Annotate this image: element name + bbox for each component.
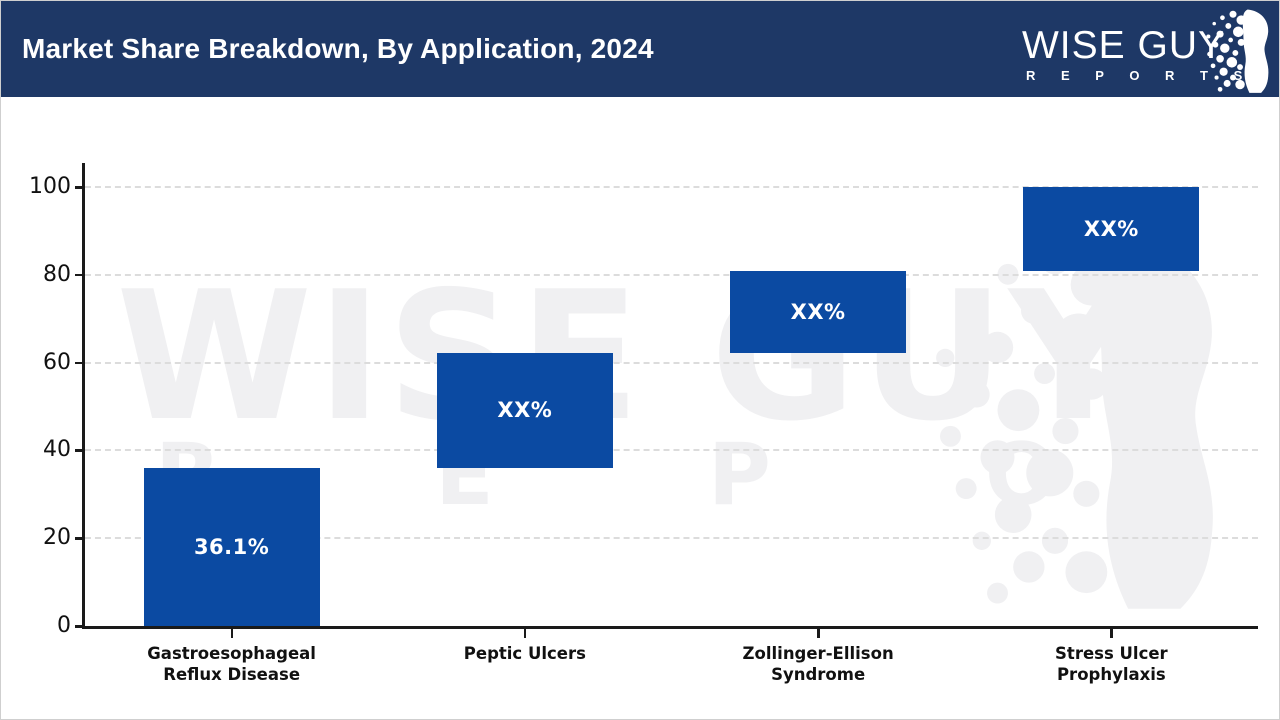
y-tick-label-100: 100 bbox=[29, 174, 71, 199]
y-axis-line bbox=[82, 163, 85, 629]
x-category-label-line: Peptic Ulcers bbox=[463, 644, 586, 663]
y-tick-label-60: 60 bbox=[43, 349, 71, 375]
gridline-40 bbox=[85, 449, 1258, 452]
y-tickmark-100 bbox=[75, 186, 85, 189]
y-tick-label-0: 0 bbox=[57, 613, 71, 638]
x-category-label-4: Stress Ulcer Prophylaxis bbox=[971, 643, 1251, 685]
bar-value-label: XX% bbox=[790, 299, 846, 324]
x-category-label-line: Prophylaxis bbox=[1056, 665, 1166, 684]
wise-guy-reports-logo: WISE GUY R E P O R T S bbox=[1022, 0, 1272, 97]
x-tickmark-4 bbox=[1110, 629, 1113, 638]
gridline-100 bbox=[85, 186, 1258, 188]
logo-reports-text: R E P O R T S bbox=[1026, 68, 1254, 83]
x-category-label-line: Reflux Disease bbox=[163, 665, 301, 684]
bar-4: XX% bbox=[1023, 187, 1200, 271]
x-axis-line bbox=[82, 626, 1258, 629]
bar-2: XX% bbox=[436, 352, 613, 468]
bar-value-label: XX% bbox=[497, 398, 553, 423]
y-tickmark-20 bbox=[75, 537, 85, 540]
gridline-60 bbox=[85, 361, 1258, 364]
x-category-label-line: Gastroesophageal bbox=[147, 644, 316, 663]
x-category-label-3: Zollinger-Ellison Syndrome bbox=[678, 643, 958, 685]
bar-value-label: XX% bbox=[1083, 216, 1139, 241]
bar-1: 36.1% bbox=[143, 467, 320, 626]
x-category-label-1: Gastroesophageal Reflux Disease bbox=[92, 643, 372, 685]
logo-wordmark: WISE GUY bbox=[1022, 24, 1226, 67]
x-tickmark-1 bbox=[230, 629, 234, 638]
x-category-label-line: Zollinger-Ellison bbox=[742, 644, 894, 663]
y-tick-label-80: 80 bbox=[43, 261, 71, 287]
y-tick-label-40: 40 bbox=[43, 437, 71, 463]
header-bar: Market Share Breakdown, By Application, … bbox=[0, 0, 1280, 97]
y-tickmark-0 bbox=[75, 625, 85, 628]
y-tickmark-60 bbox=[75, 361, 85, 365]
y-tickmark-80 bbox=[75, 273, 85, 277]
gridline-80 bbox=[85, 273, 1258, 276]
x-category-label-line: Stress Ulcer bbox=[1055, 644, 1168, 663]
page-title: Market Share Breakdown, By Application, … bbox=[22, 32, 654, 64]
x-tickmark-3 bbox=[817, 629, 820, 638]
gridline-20 bbox=[85, 537, 1258, 540]
x-tickmark-2 bbox=[523, 629, 527, 638]
bar-3: XX% bbox=[730, 270, 907, 353]
bar-value-label: 36.1% bbox=[193, 534, 270, 559]
y-tick-label-20: 20 bbox=[43, 525, 71, 551]
y-tickmark-40 bbox=[75, 449, 85, 452]
x-category-label-line: Syndrome bbox=[771, 665, 866, 684]
x-category-label-2: Peptic Ulcers bbox=[385, 643, 665, 664]
